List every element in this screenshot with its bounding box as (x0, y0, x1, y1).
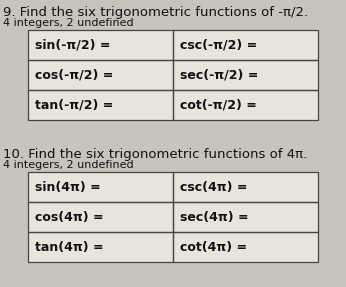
Text: cos(-π/2) =: cos(-π/2) = (35, 69, 113, 82)
Bar (173, 172, 318, 202)
Text: sec(-π/2) =: sec(-π/2) = (180, 69, 258, 82)
Bar (28, 30, 173, 60)
Text: sec(4π) =: sec(4π) = (180, 210, 249, 224)
Bar (28, 202, 173, 232)
Text: cot(4π) =: cot(4π) = (180, 241, 247, 253)
Text: 9. Find the six trigonometric functions of -π/2.: 9. Find the six trigonometric functions … (3, 6, 308, 19)
Text: sin(-π/2) =: sin(-π/2) = (35, 38, 110, 51)
Bar (28, 90, 173, 120)
Text: sin(4π) =: sin(4π) = (35, 181, 101, 193)
Bar (28, 172, 173, 202)
Text: csc(-π/2) =: csc(-π/2) = (180, 38, 257, 51)
Bar (173, 232, 318, 262)
Bar (28, 30, 318, 120)
Bar (173, 60, 318, 90)
Bar (173, 202, 318, 232)
Bar (173, 30, 318, 60)
Bar (28, 172, 318, 262)
Text: tan(4π) =: tan(4π) = (35, 241, 103, 253)
Text: csc(4π) =: csc(4π) = (180, 181, 247, 193)
Bar (173, 90, 318, 120)
Text: 4 integers, 2 undefined: 4 integers, 2 undefined (3, 160, 134, 170)
Text: tan(-π/2) =: tan(-π/2) = (35, 98, 113, 112)
Text: cos(4π) =: cos(4π) = (35, 210, 103, 224)
Bar (28, 232, 173, 262)
Text: cot(-π/2) =: cot(-π/2) = (180, 98, 257, 112)
Text: 10. Find the six trigonometric functions of 4π.: 10. Find the six trigonometric functions… (3, 148, 307, 161)
Text: 4 integers, 2 undefined: 4 integers, 2 undefined (3, 18, 134, 28)
Bar (28, 60, 173, 90)
